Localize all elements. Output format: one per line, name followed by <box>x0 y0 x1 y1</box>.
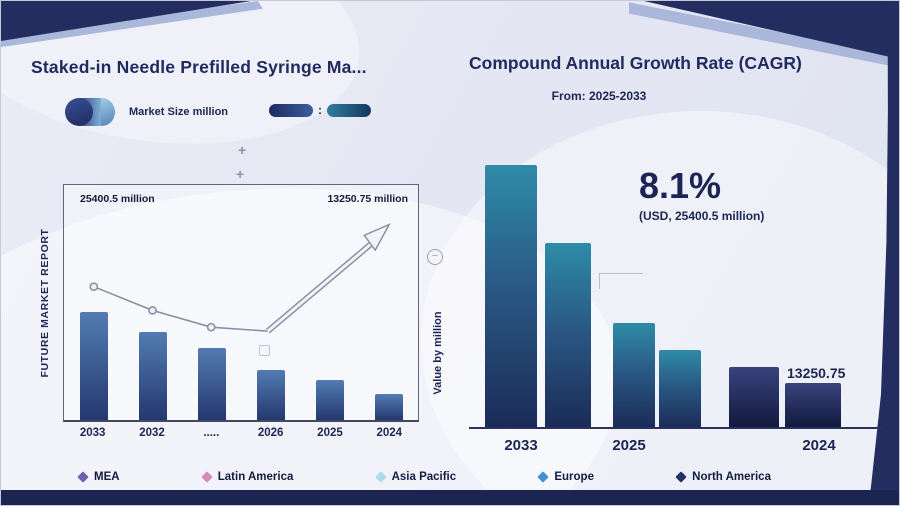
diamond-icon <box>675 471 687 483</box>
footer-legend: MEA Latin America Asia Pacific Europe North … <box>77 471 771 483</box>
market-size-bar-..... <box>197 348 226 420</box>
cagr-note: (USD, 25400.5 million) <box>639 209 765 223</box>
cagr-subtitle: From: 2025-2033 <box>551 89 647 103</box>
frame-bottom-bar <box>1 490 899 505</box>
cagr-bar-2 <box>545 243 591 427</box>
cagr-x-label-2025: 2025 <box>612 437 646 454</box>
trend-line-svg <box>89 222 391 334</box>
cylinder-icon <box>65 97 117 127</box>
plus-icon: + <box>236 166 245 182</box>
diamond-icon <box>201 471 213 483</box>
market-size-bar-2033 <box>79 312 108 420</box>
left-chart-title: Staked-in Needle Prefilled Syringe Ma... <box>31 57 367 77</box>
legend-label: Europe <box>554 471 594 483</box>
decorative-pills: : <box>269 103 371 117</box>
legend-item-mea: MEA <box>77 471 120 483</box>
legend-label: Asia Pacific <box>391 471 457 483</box>
legend-item-europe: Europe <box>537 471 594 483</box>
cylinder-cap-left <box>65 98 93 126</box>
diamond-icon <box>77 471 89 483</box>
y-axis-label: Value by million <box>432 311 444 395</box>
market-size-bar-2032 <box>138 332 167 420</box>
cagr-bar-4 <box>659 350 701 427</box>
x-tick-label: 2032 <box>139 427 165 439</box>
market-size-legend: Market Size million <box>65 97 228 127</box>
cagr-bar-3 <box>613 323 655 427</box>
cagr-chart: 13250.75 2033 2025 2024 <box>469 159 883 454</box>
circle-minus-icon: − <box>427 249 443 265</box>
start-value-label: 25400.5 million <box>80 193 155 205</box>
x-tick-label: ..... <box>203 427 220 439</box>
cagr-x-label-2033: 2033 <box>504 437 538 454</box>
cagr-title: Compound Annual Growth Rate (CAGR) <box>469 53 802 73</box>
pill-separator: : <box>318 103 322 117</box>
cagr-bar-5 <box>729 367 779 427</box>
market-size-bar-2026 <box>256 370 285 420</box>
cagr-bar-1 <box>485 165 537 427</box>
end-value-label: 13250.75 million <box>327 193 408 205</box>
x-tick-label: 2026 <box>257 427 284 439</box>
market-size-bar-2025 <box>315 380 344 420</box>
x-tick-label: 2025 <box>317 427 343 439</box>
legend-label: MEA <box>94 471 120 483</box>
legend-label: North America <box>692 471 771 483</box>
pill-navy <box>269 103 313 117</box>
x-tick-label: 2024 <box>376 427 403 439</box>
legend-item-latin-america: Latin America <box>201 471 294 483</box>
pill-teal <box>327 103 371 117</box>
plus-icon: + <box>238 142 247 158</box>
market-size-label: Market Size million <box>129 106 229 118</box>
x-tick-label: 2033 <box>79 427 106 439</box>
market-size-bar-2024 <box>374 394 403 420</box>
diamond-icon <box>374 471 387 483</box>
cagr-end-value: 13250.75 <box>787 365 846 381</box>
right-bars <box>469 159 883 427</box>
cagr-x-label-2024: 2024 <box>802 437 836 454</box>
bracket-decoration <box>599 273 643 289</box>
cagr-bar-6 <box>785 383 841 427</box>
cagr-percent: 8.1% <box>639 165 722 206</box>
frame-corner-top-right <box>644 1 899 59</box>
left-x-labels: 2033 2032..... 2026 2025 2024 <box>63 427 419 439</box>
legend-item-asia-pacific: Asia Pacific <box>374 471 457 483</box>
mini-square-icon <box>259 345 270 356</box>
diamond-icon <box>537 471 550 483</box>
legend-label: Latin America <box>217 471 294 483</box>
watermark-future-market-report: FUTURE MARKET REPORT <box>39 228 51 378</box>
left-bars <box>64 185 418 420</box>
market-size-chart: 25400.5 million 13250.75 million <box>63 184 419 422</box>
legend-item-north-america: North America <box>675 471 771 483</box>
